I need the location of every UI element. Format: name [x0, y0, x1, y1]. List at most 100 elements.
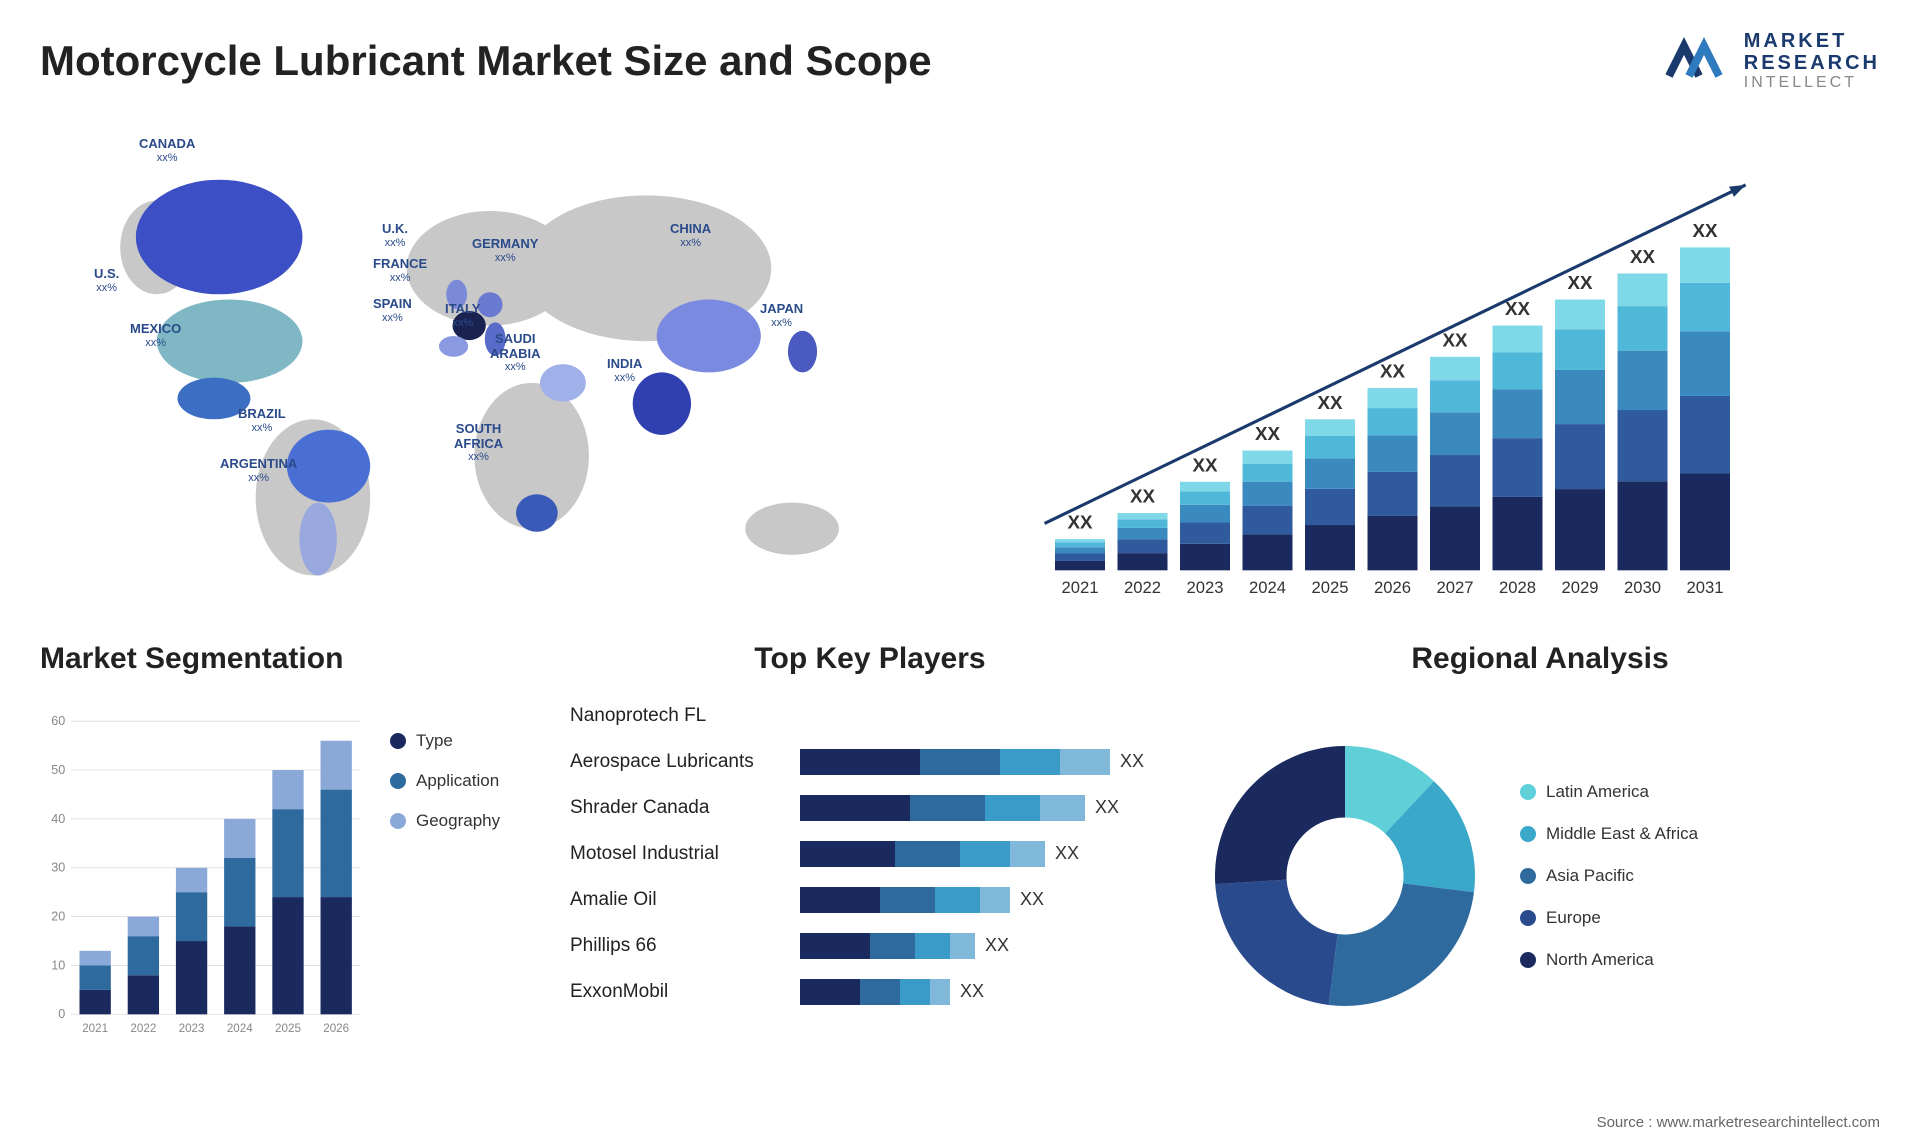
legend-dot-icon — [1520, 910, 1536, 926]
growth-bar-segment — [1618, 481, 1668, 570]
legend-label: Asia Pacific — [1546, 866, 1634, 886]
seg-ytick: 50 — [51, 763, 65, 777]
map-label: SOUTHAFRICAxx% — [454, 422, 503, 465]
kp-bar-segment — [880, 887, 935, 913]
regional-legend-item: Europe — [1520, 908, 1698, 928]
map-region-brazil — [287, 429, 370, 502]
kp-value-label: XX — [1095, 797, 1119, 818]
legend-dot-icon — [1520, 784, 1536, 800]
logo-text: MARKET RESEARCH INTELLECT — [1744, 30, 1880, 92]
legend-label: Latin America — [1546, 782, 1649, 802]
footer-source: Source : www.marketresearchintellect.com — [1597, 1114, 1880, 1131]
seg-ytick: 30 — [51, 860, 65, 874]
key-players-panel: Top Key Players Nanoprotech FLAerospace … — [570, 642, 1170, 1062]
regional-donut — [1200, 731, 1490, 1021]
segmentation-chart: 0102030405060202120222023202420252026 — [40, 691, 370, 1062]
growth-chart: 2021XX2022XX2023XX2024XX2025XX2026XX2027… — [980, 112, 1880, 612]
map-label: SAUDIARABIAxx% — [490, 332, 541, 375]
growth-bar-segment — [1618, 273, 1668, 306]
seg-bar-segment — [176, 867, 207, 891]
kp-bar-segment — [870, 933, 915, 959]
key-player-bar: XX — [800, 979, 1170, 1005]
seg-xtick: 2025 — [275, 1021, 301, 1034]
growth-bar-segment — [1118, 513, 1168, 519]
kp-bar-segment — [915, 933, 950, 959]
key-player-name: ExxonMobil — [570, 981, 800, 1003]
key-player-name: Amalie Oil — [570, 889, 800, 911]
growth-bar-segment — [1680, 396, 1730, 474]
key-player-bar: XX — [800, 933, 1170, 959]
kp-bar-segment — [950, 933, 975, 959]
growth-bar-segment — [1493, 325, 1543, 352]
growth-value-label: XX — [1630, 246, 1656, 267]
map-label: GERMANYxx% — [472, 237, 538, 265]
seg-xtick: 2022 — [130, 1021, 156, 1034]
segmentation-panel: Market Segmentation 01020304050602021202… — [40, 642, 540, 1062]
kp-value-label: XX — [960, 981, 984, 1002]
regional-title: Regional Analysis — [1200, 642, 1880, 676]
seg-legend-item: Type — [390, 731, 540, 751]
key-player-bar: XX — [800, 887, 1170, 913]
logo: MARKET RESEARCH INTELLECT — [1664, 30, 1880, 92]
key-players-list: Nanoprotech FLAerospace LubricantsXXShra… — [570, 691, 1170, 1012]
key-player-bar: XX — [800, 795, 1170, 821]
growth-bar-segment — [1305, 419, 1355, 436]
seg-bar-segment — [176, 941, 207, 1014]
regional-panel: Regional Analysis Latin AmericaMiddle Ea… — [1200, 642, 1880, 1062]
kp-value-label: XX — [1020, 889, 1044, 910]
growth-bar-segment — [1243, 463, 1293, 481]
seg-ytick: 40 — [51, 811, 65, 825]
legend-dot-icon — [390, 773, 406, 789]
kp-value-label: XX — [1120, 751, 1144, 772]
kp-bar-segment — [1060, 749, 1110, 775]
growth-bar-segment — [1055, 542, 1105, 547]
growth-value-label: XX — [1192, 454, 1218, 475]
key-player-bar: XX — [800, 841, 1170, 867]
growth-bar-segment — [1305, 488, 1355, 524]
map-label: CHINAxx% — [670, 222, 711, 250]
legend-label: North America — [1546, 950, 1654, 970]
kp-bar-segment — [860, 979, 900, 1005]
kp-value-label: XX — [1055, 843, 1079, 864]
kp-bar-segment — [800, 795, 910, 821]
key-player-row: Shrader CanadaXX — [570, 788, 1170, 828]
kp-bar-segment — [800, 979, 860, 1005]
legend-dot-icon — [1520, 952, 1536, 968]
growth-bar-segment — [1118, 553, 1168, 570]
growth-bar-segment — [1430, 455, 1480, 506]
key-player-row: Motosel IndustrialXX — [570, 834, 1170, 874]
key-player-row: ExxonMobil XX — [570, 972, 1170, 1012]
growth-bar-segment — [1055, 539, 1105, 542]
growth-bar-segment — [1555, 299, 1605, 329]
growth-bar-segment — [1243, 505, 1293, 534]
kp-bar-segment — [800, 749, 920, 775]
growth-bar-segment — [1118, 528, 1168, 539]
kp-bar-segment — [935, 887, 980, 913]
growth-bar-segment — [1430, 380, 1480, 412]
header: Motorcycle Lubricant Market Size and Sco… — [40, 30, 1880, 92]
growth-bar-segment — [1180, 522, 1230, 543]
growth-bar-segment — [1680, 331, 1730, 396]
seg-bar-segment — [79, 965, 110, 989]
seg-xtick: 2026 — [323, 1021, 349, 1034]
seg-bar-segment — [224, 819, 255, 858]
seg-xtick: 2023 — [179, 1021, 205, 1034]
growth-bar-segment — [1368, 471, 1418, 515]
kp-bar-segment — [980, 887, 1010, 913]
growth-bar-segment — [1180, 481, 1230, 491]
key-player-name: Phillips 66 — [570, 935, 800, 957]
growth-year-label: 2030 — [1624, 578, 1661, 597]
growth-year-label: 2024 — [1249, 578, 1286, 597]
growth-svg: 2021XX2022XX2023XX2024XX2025XX2026XX2027… — [980, 112, 1880, 612]
growth-value-label: XX — [1067, 511, 1093, 532]
map-label: U.K.xx% — [382, 222, 408, 250]
growth-bar-segment — [1305, 436, 1355, 459]
growth-value-label: XX — [1380, 360, 1406, 381]
map-label: INDIAxx% — [607, 357, 642, 385]
growth-bar-segment — [1180, 491, 1230, 504]
map-region-saudi — [540, 364, 586, 402]
growth-year-label: 2025 — [1311, 578, 1348, 597]
growth-bar-segment — [1118, 539, 1168, 553]
growth-bar-segment — [1180, 543, 1230, 570]
growth-year-label: 2026 — [1374, 578, 1411, 597]
